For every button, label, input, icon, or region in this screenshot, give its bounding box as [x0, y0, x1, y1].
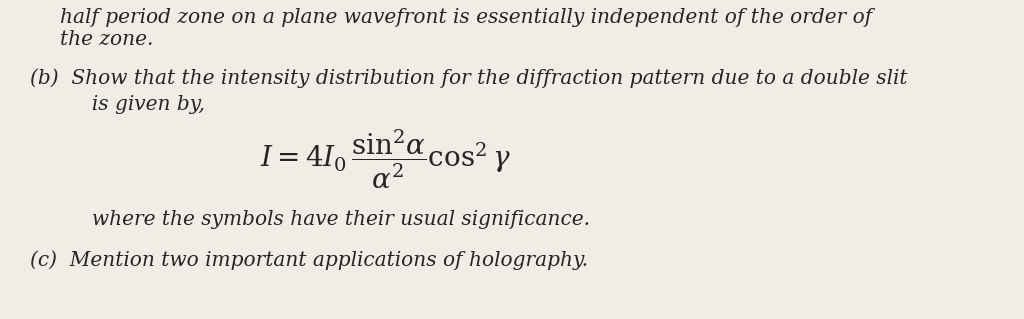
Text: the zone.: the zone.: [60, 30, 154, 49]
Text: $I = 4I_0\,\dfrac{\sin^2\!\alpha}{\alpha^2}\cos^2\gamma$: $I = 4I_0\,\dfrac{\sin^2\!\alpha}{\alpha…: [260, 128, 511, 191]
Text: where the symbols have their usual significance.: where the symbols have their usual signi…: [60, 210, 590, 229]
Text: is given by,: is given by,: [60, 95, 205, 114]
Text: (c)  Mention two important applications of holography.: (c) Mention two important applications o…: [30, 250, 588, 270]
Text: (b)  Show that the intensity distribution for the diffraction pattern due to a d: (b) Show that the intensity distribution…: [30, 68, 907, 88]
Text: half period zone on a plane wavefront is essentially independent of the order of: half period zone on a plane wavefront is…: [60, 8, 872, 27]
